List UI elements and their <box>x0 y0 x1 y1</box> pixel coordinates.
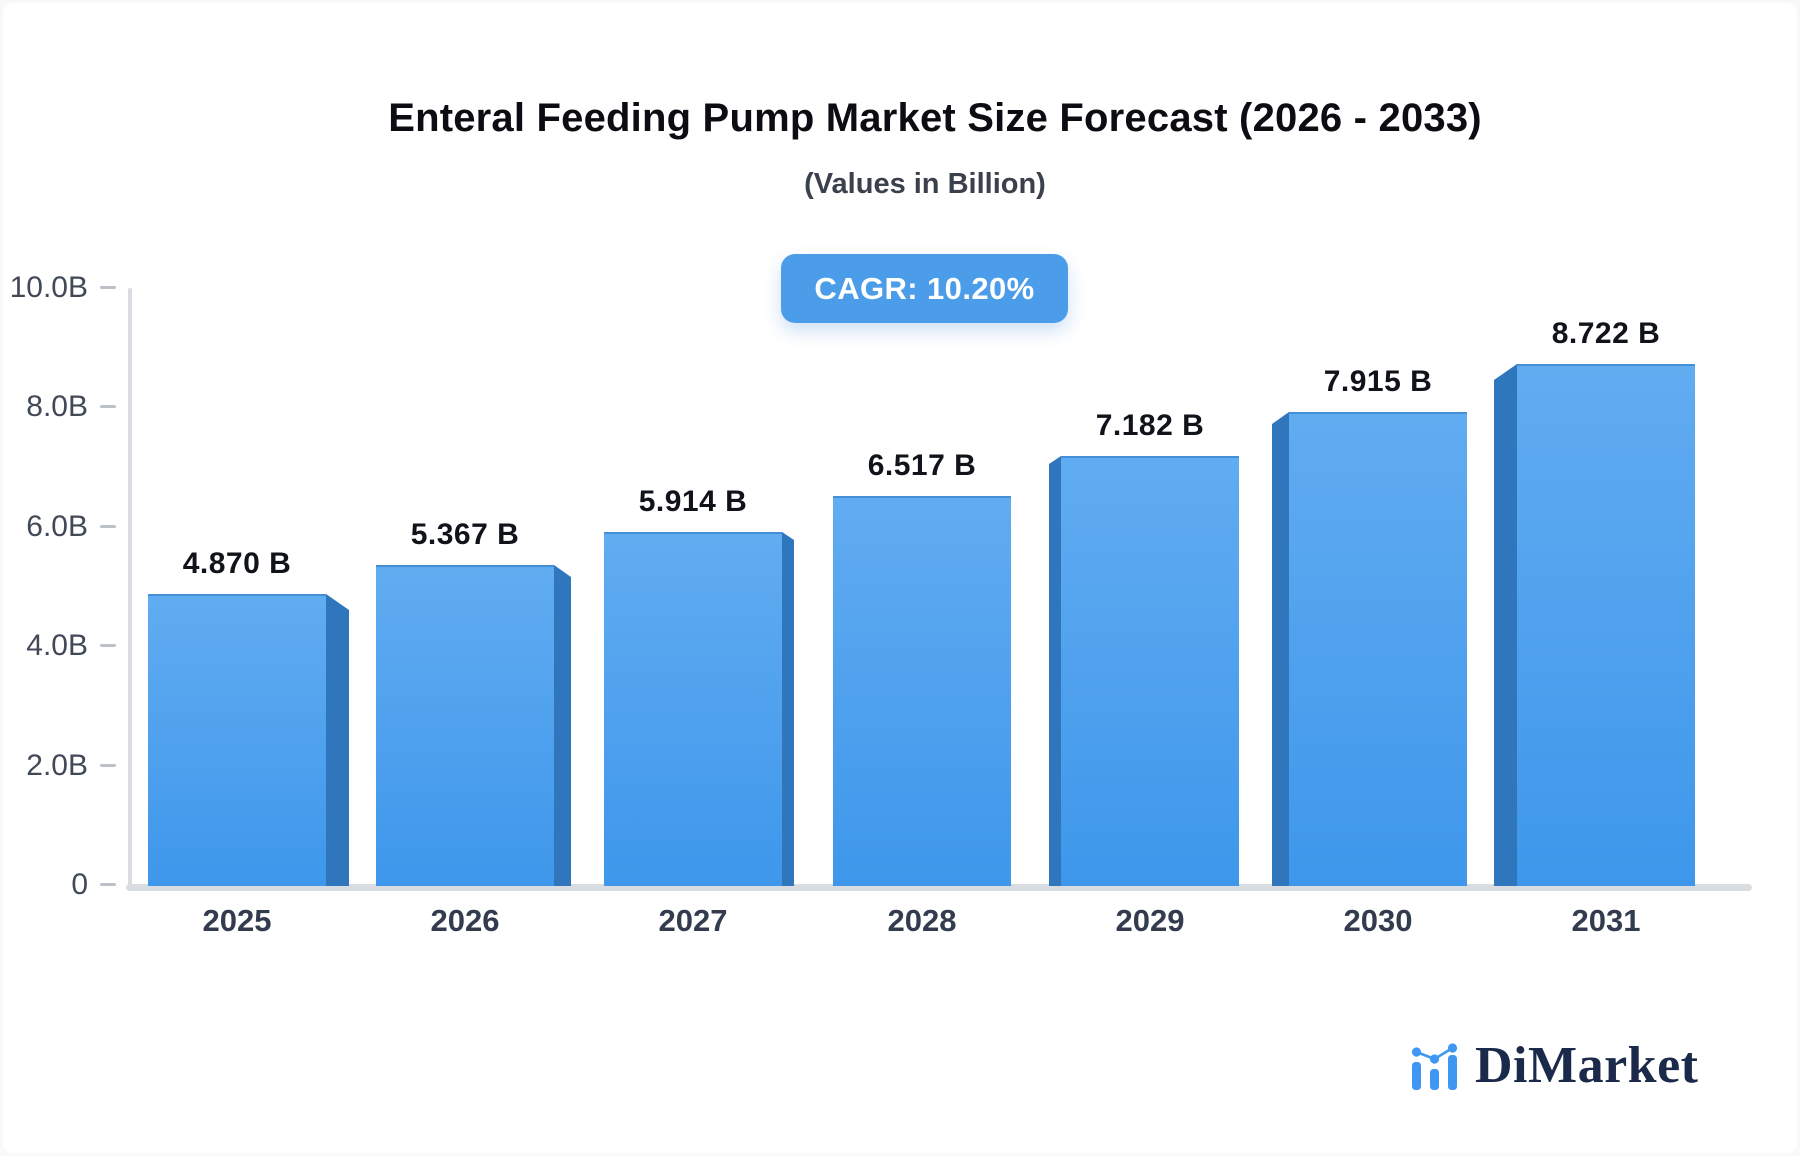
y-tick-label: 4.0B <box>26 629 88 663</box>
x-axis-label-2029: 2029 <box>1115 903 1185 938</box>
y-tick-label: 8.0B <box>26 390 88 424</box>
bar-side-bevel <box>1494 364 1517 886</box>
x-axis-label-2030: 2030 <box>1343 903 1413 938</box>
bar-value-label: 4.870 B <box>182 547 292 580</box>
y-tick-label: 10.0B <box>9 271 88 304</box>
bar-side-bevel <box>782 532 794 886</box>
bar-value-label: 6.517 B <box>867 449 977 482</box>
y-tick-dash <box>100 883 116 886</box>
bar-side-bevel <box>1049 456 1061 886</box>
y-tick-dash <box>100 763 116 767</box>
bar-side-bevel <box>554 565 571 886</box>
bar-value-label: 7.182 B <box>1095 409 1205 442</box>
y-tick-dash <box>100 524 116 528</box>
x-axis-baseline <box>126 884 1752 891</box>
chart-title: Enteral Feeding Pump Market Size Forecas… <box>388 96 1482 140</box>
bar-2028 <box>833 496 1011 886</box>
x-axis-label-2025: 2025 <box>202 903 272 938</box>
y-tick-label: 0 <box>71 868 88 901</box>
brand-logo: DiMarket <box>1408 1036 1698 1095</box>
bar-value-label: 5.914 B <box>638 485 748 518</box>
x-axis-label-2027: 2027 <box>658 903 728 938</box>
x-axis-label-2028: 2028 <box>887 903 957 938</box>
bar-2027 <box>604 532 782 886</box>
bar-2025 <box>148 594 326 886</box>
y-axis-line <box>128 288 132 891</box>
bar-2029 <box>1061 456 1239 886</box>
y-tick-dash <box>100 405 116 409</box>
brand-logo-text: DiMarket <box>1475 1037 1699 1094</box>
y-tick-dash <box>100 644 116 648</box>
x-axis-label-2031: 2031 <box>1571 903 1641 938</box>
y-tick-dash <box>100 286 116 289</box>
bar-side-bevel <box>326 594 349 886</box>
y-tick-label: 2.0B <box>26 748 88 782</box>
bar-side-bevel <box>1272 412 1289 886</box>
chart-subtitle: (Values in Billion) <box>804 168 1046 200</box>
cagr-badge-label: CAGR: 10.20% <box>814 270 1035 306</box>
bar-2031 <box>1517 364 1695 886</box>
y-tick-label: 6.0B <box>26 509 88 543</box>
bar-2030 <box>1289 412 1467 886</box>
bar-2026 <box>376 565 554 886</box>
bar-value-label: 8.722 B <box>1551 317 1661 350</box>
bar-chart-logo-icon <box>1411 1042 1458 1090</box>
bar-value-label: 7.915 B <box>1323 365 1433 398</box>
x-axis-label-2026: 2026 <box>430 903 500 938</box>
cagr-badge: CAGR: 10.20% <box>781 254 1068 323</box>
bar-value-label: 5.367 B <box>410 518 520 551</box>
